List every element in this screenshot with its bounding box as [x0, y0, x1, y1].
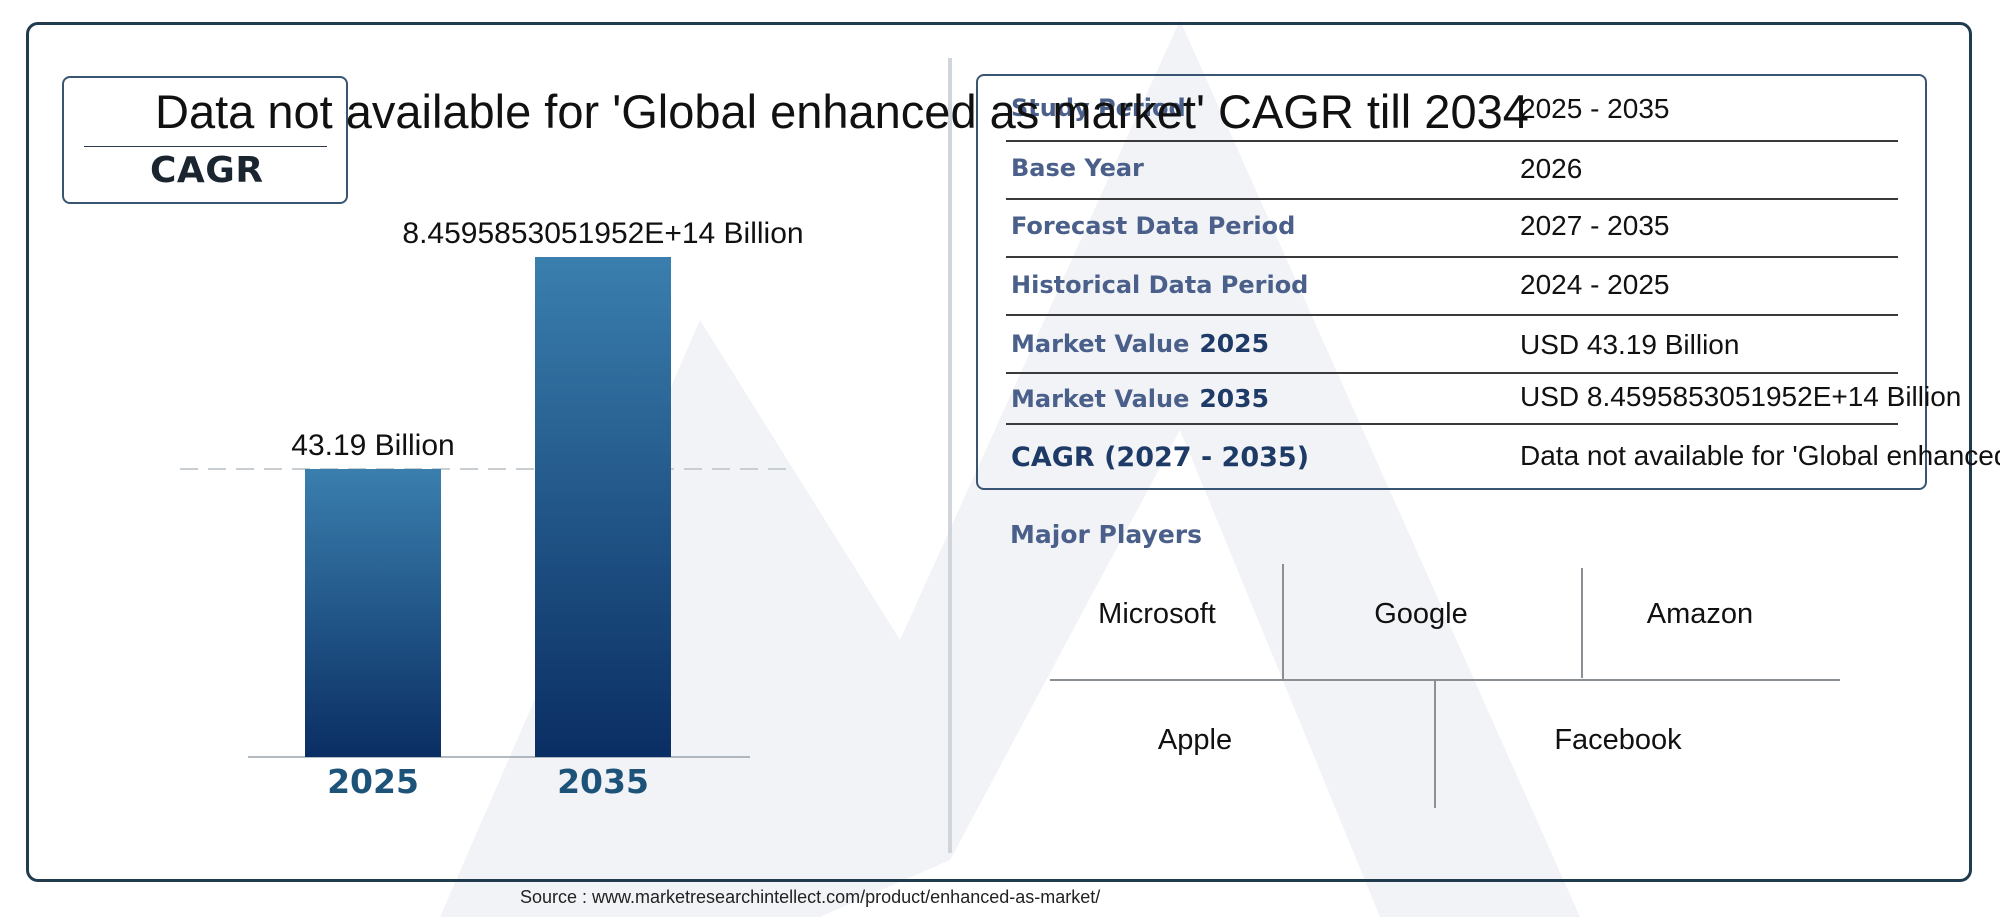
cagr-label: CAGR [150, 150, 264, 191]
info-table-box [976, 74, 1927, 490]
bar-chart: 43.19 Billion 2025 8.4595853051952E+14 Bil… [180, 217, 804, 801]
players-divider-v1 [1282, 564, 1284, 679]
row-divider [1006, 423, 1898, 425]
outer-frame [26, 22, 1972, 882]
cagr-box [62, 76, 348, 204]
row-divider [1006, 314, 1898, 316]
row-divider [1006, 198, 1898, 200]
row-year-2035: 2035 [1199, 384, 1269, 413]
row-divider [1006, 140, 1898, 142]
players-divider-v3 [1434, 680, 1436, 808]
row-label-historical-period: Historical Data Period [1011, 271, 1309, 299]
cagr-box-rule [84, 146, 327, 147]
row-divider [1006, 372, 1898, 374]
x-tick-label: 2025 [327, 762, 419, 801]
player-microsoft: Microsoft [1098, 598, 1216, 630]
bar-2025 [305, 469, 441, 757]
player-amazon: Amazon [1646, 598, 1754, 630]
row-year-2025: 2025 [1199, 329, 1269, 358]
row-label-cagr: CAGR (2027 - 2035) [1011, 442, 1310, 473]
vertical-divider [948, 58, 952, 853]
row-value-market-value-2025: USD 43.19 Billion [1520, 329, 1740, 360]
row-value-cagr: Data not available for 'Global enhanced … [1520, 440, 2000, 471]
row-divider [1006, 256, 1898, 258]
bar-value-label: 8.4595853051952E+14 Billion [402, 217, 803, 250]
bar-value-label: 43.19 Billion [291, 429, 454, 462]
player-apple: Apple [1157, 724, 1233, 756]
row-label-base-year: Base Year [1011, 154, 1144, 182]
row-value-base-year: 2026 [1520, 153, 1583, 184]
row-label-forecast-period: Forecast Data Period [1011, 212, 1296, 240]
row-value-study-period: 2025 - 2035 [1520, 93, 1670, 124]
source-note: Source : www.marketresearchintellect.com… [520, 887, 1101, 907]
row-value-historical-period: 2024 - 2025 [1520, 269, 1670, 300]
players-divider-v2 [1581, 568, 1583, 678]
player-google: Google [1374, 598, 1468, 630]
row-value-market-value-2035: USD 8.4595853051952E+14 Billion [1520, 381, 1962, 412]
players-divider-h [1050, 679, 1840, 681]
bar-2035 [535, 257, 671, 757]
cagr-headline: Data not available for 'Global enhanced … [155, 85, 1529, 138]
row-label-market-value-2035: Market Value 2035 [1011, 384, 1269, 413]
player-facebook: Facebook [1554, 724, 1682, 756]
x-tick-label: 2035 [557, 762, 649, 801]
row-label-market-value-2025: Market Value 2025 [1011, 329, 1269, 358]
row-value-forecast-period: 2027 - 2035 [1520, 210, 1670, 241]
major-players-title: Major Players [1010, 520, 1202, 549]
row-label-study-period: Study Period [1011, 94, 1186, 122]
